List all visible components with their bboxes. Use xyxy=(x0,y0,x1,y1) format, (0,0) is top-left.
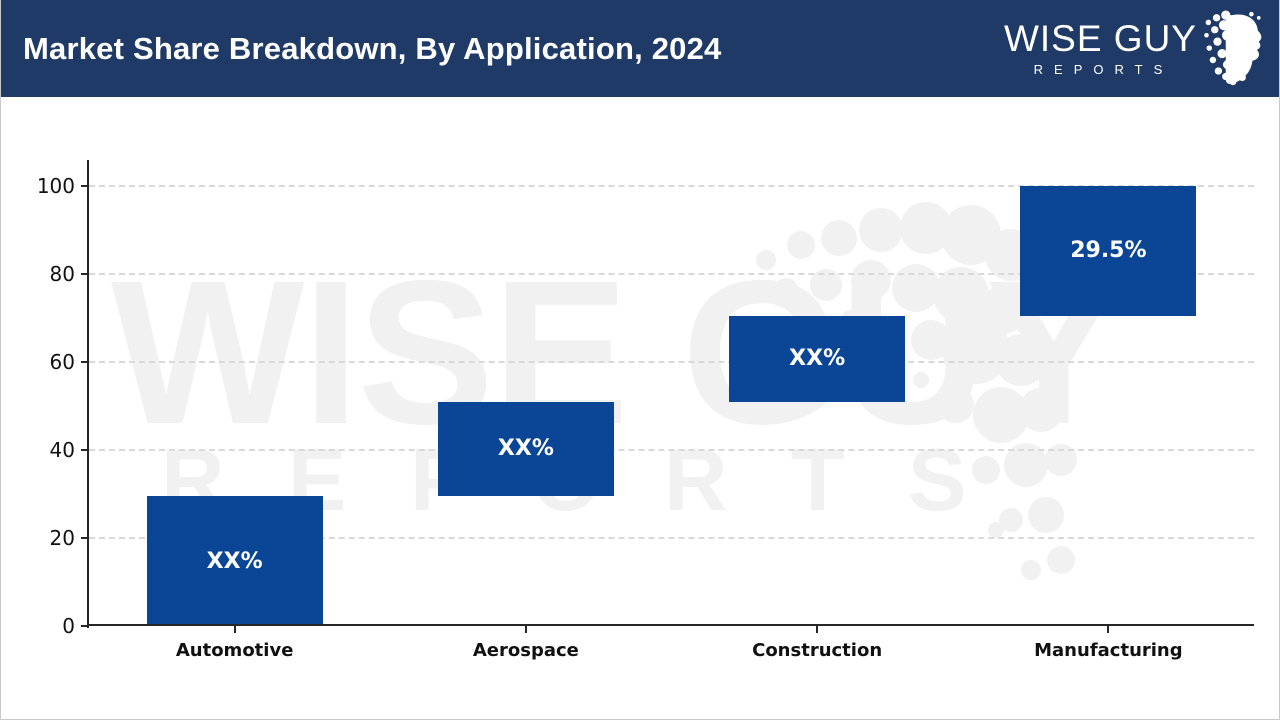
logo-secondary-text: REPORTS xyxy=(1033,62,1174,77)
y-axis-line xyxy=(87,160,89,628)
x-axis-label-automotive: Automotive xyxy=(175,640,294,661)
wiseguy-logo: WISE GUY REPORTS xyxy=(1004,9,1267,89)
y-tick-mark xyxy=(81,273,89,275)
y-tick-label: 20 xyxy=(49,526,75,550)
gridline-y-60 xyxy=(89,361,1254,363)
bar-automotive: XX% xyxy=(146,496,323,626)
y-tick-mark xyxy=(81,449,89,451)
logo-text: WISE GUY REPORTS xyxy=(1004,20,1197,77)
y-tick-mark xyxy=(81,537,89,539)
bar-aerospace: XX% xyxy=(437,401,614,497)
bar-value-label: XX% xyxy=(206,548,263,574)
bar-manufacturing: 29.5% xyxy=(1020,186,1197,316)
logo-face-icon xyxy=(1204,10,1262,85)
header-bar: Market Share Breakdown, By Application, … xyxy=(1,0,1279,97)
y-tick-mark xyxy=(81,361,89,363)
gridline-y-20 xyxy=(89,537,1254,539)
gridline-y-80 xyxy=(89,273,1254,275)
x-axis-label-aerospace: Aerospace xyxy=(472,640,579,661)
gridline-y-100 xyxy=(89,185,1254,187)
bar-value-label: XX% xyxy=(789,346,846,372)
x-axis-label-manufacturing: Manufacturing xyxy=(1034,640,1183,661)
x-axis-line xyxy=(87,624,1254,626)
y-tick-label: 0 xyxy=(62,614,75,638)
gridline-y-40 xyxy=(89,449,1254,451)
y-tick-mark xyxy=(81,625,89,627)
y-tick-label: 100 xyxy=(36,174,75,198)
x-axis-label-construction: Construction xyxy=(752,640,883,661)
x-tick-mark xyxy=(816,626,819,633)
bar-construction: XX% xyxy=(729,315,906,402)
x-tick-mark xyxy=(233,626,236,633)
y-tick-label: 40 xyxy=(49,438,75,462)
bar-value-label: 29.5% xyxy=(1070,238,1147,264)
y-tick-label: 60 xyxy=(49,350,75,374)
page-title: Market Share Breakdown, By Application, … xyxy=(23,30,722,66)
logo-primary-text: WISE GUY xyxy=(1003,18,1197,59)
bar-value-label: XX% xyxy=(497,436,554,462)
x-tick-mark xyxy=(1107,626,1110,633)
y-tick-label: 80 xyxy=(49,262,75,286)
x-tick-mark xyxy=(524,626,527,633)
y-tick-mark xyxy=(81,185,89,187)
